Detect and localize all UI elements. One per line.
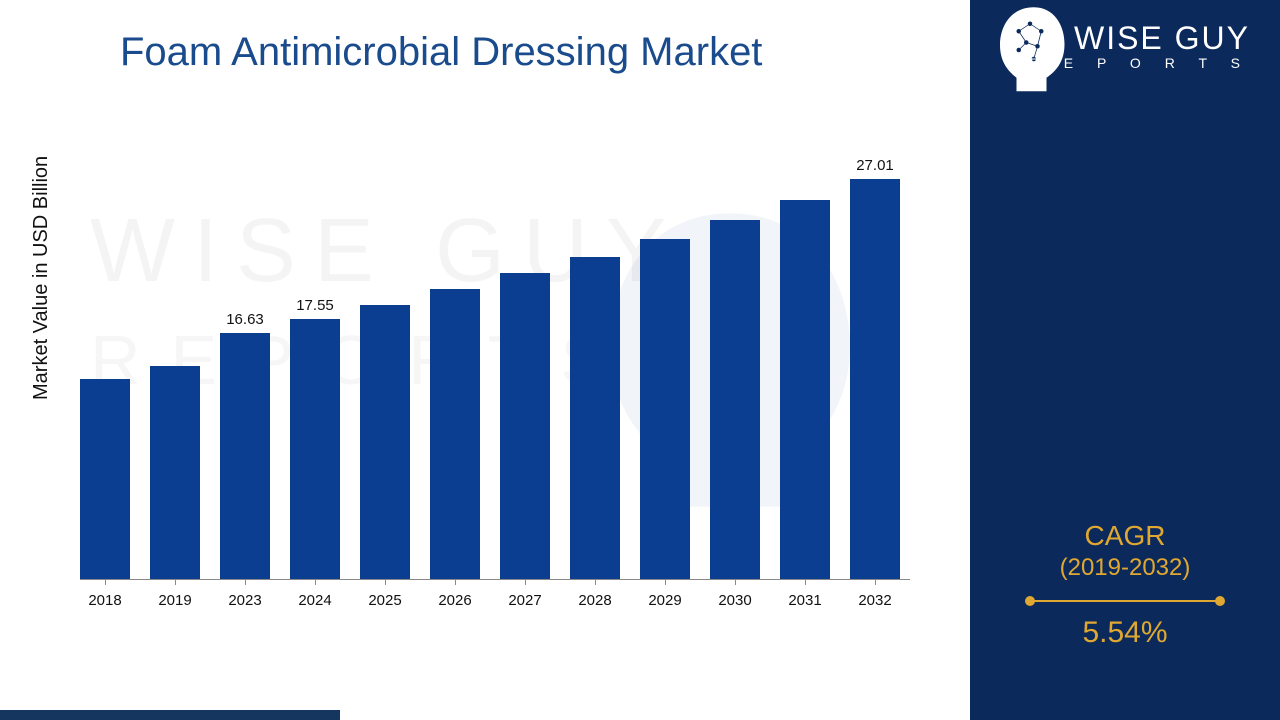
cagr-divider — [1030, 600, 1220, 602]
x-tick-mark — [875, 579, 876, 585]
bar-group: 27.012032 — [850, 179, 900, 579]
bar-group: 2019 — [150, 366, 200, 579]
bar-group: 16.632023 — [220, 333, 270, 579]
cagr-label: CAGR — [1020, 520, 1230, 552]
x-tick-label: 2026 — [420, 592, 490, 609]
chart-title: Foam Antimicrobial Dressing Market — [120, 30, 762, 75]
bar — [360, 305, 410, 579]
bar — [780, 200, 830, 579]
x-tick-label: 2019 — [140, 592, 210, 609]
x-tick-mark — [665, 579, 666, 585]
main-area: WISE GUY REPORTS Foam Antimicrobial Dres… — [0, 0, 970, 720]
bar-group: 2026 — [430, 289, 480, 579]
logo-sub-text: R E P O R T S — [1030, 55, 1250, 71]
x-tick-label: 2025 — [350, 592, 420, 609]
bar-value-label: 16.63 — [210, 311, 280, 328]
bar-group: 17.552024 — [290, 319, 340, 579]
x-tick-label: 2023 — [210, 592, 280, 609]
x-tick-label: 2030 — [700, 592, 770, 609]
y-axis-label: Market Value in USD Billion — [30, 156, 53, 400]
x-tick-label: 2031 — [770, 592, 840, 609]
bar — [850, 179, 900, 579]
x-tick-label: 2027 — [490, 592, 560, 609]
bar — [430, 289, 480, 579]
bar — [570, 257, 620, 579]
x-tick-mark — [245, 579, 246, 585]
bar — [220, 333, 270, 579]
x-tick-label: 2029 — [630, 592, 700, 609]
bar-group: 2029 — [640, 239, 690, 579]
plot-area: 2018 2019 16.632023 17.552024 2025 2026 2027 20… — [80, 170, 910, 580]
bar — [80, 379, 130, 579]
x-tick-label: 2028 — [560, 592, 630, 609]
logo-main-text: WISE GUY — [1030, 20, 1250, 57]
bar — [290, 319, 340, 579]
x-tick-mark — [315, 579, 316, 585]
x-tick-label: 2024 — [280, 592, 350, 609]
bar-group: 2018 — [80, 379, 130, 579]
bar-group: 2027 — [500, 273, 550, 579]
bar-value-label: 17.55 — [280, 297, 350, 314]
x-tick-label: 2018 — [70, 592, 140, 609]
bar-group: 2025 — [360, 305, 410, 579]
x-tick-label: 2032 — [840, 592, 910, 609]
brand-logo: WISE GUY R E P O R T S — [1030, 20, 1250, 71]
bar-group: 2030 — [710, 220, 760, 579]
bar-group: 2031 — [780, 200, 830, 579]
bar-value-label: 27.01 — [840, 157, 910, 174]
bottom-accent-bar — [0, 710, 340, 720]
x-tick-mark — [175, 579, 176, 585]
bar-group: 2028 — [570, 257, 620, 579]
x-tick-mark — [805, 579, 806, 585]
right-panel: WISE GUY R E P O R T S CAGR (2019-2032) … — [970, 0, 1280, 720]
x-tick-mark — [105, 579, 106, 585]
x-tick-mark — [735, 579, 736, 585]
bar-chart: 2018201916.63202317.55202420252026202720… — [80, 170, 910, 610]
cagr-value: 5.54% — [1020, 616, 1230, 650]
cagr-block: CAGR (2019-2032) 5.54% — [1020, 520, 1230, 650]
x-tick-mark — [525, 579, 526, 585]
x-tick-mark — [595, 579, 596, 585]
bar — [710, 220, 760, 579]
cagr-period: (2019-2032) — [1020, 554, 1230, 582]
x-tick-mark — [385, 579, 386, 585]
bar — [500, 273, 550, 579]
bar — [150, 366, 200, 579]
bar — [640, 239, 690, 579]
x-tick-mark — [455, 579, 456, 585]
